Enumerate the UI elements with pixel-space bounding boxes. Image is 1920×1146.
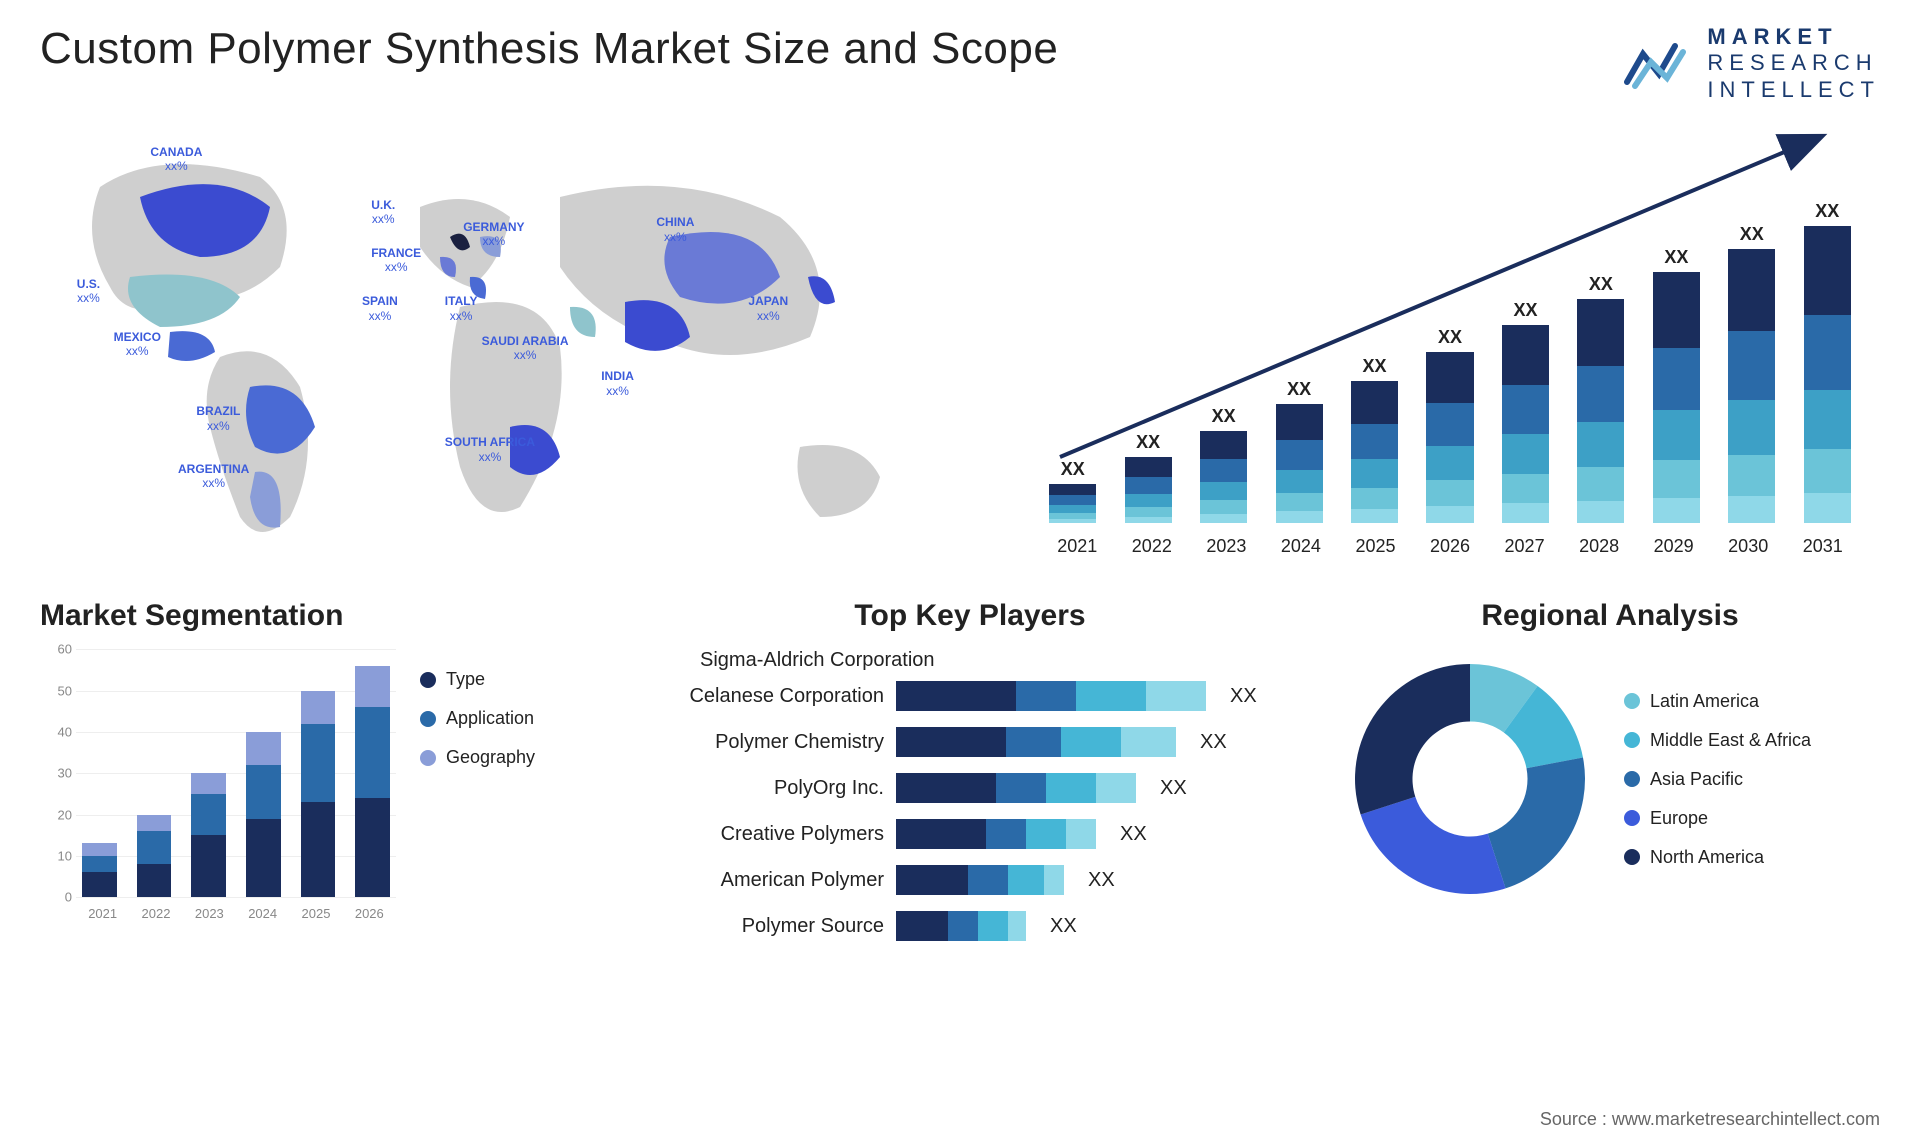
hero-year-label: 2023 (1189, 536, 1264, 557)
hero-bar: XX (1115, 432, 1180, 523)
donut-segment (1488, 758, 1585, 889)
seg-ytick: 10 (58, 848, 72, 863)
segmentation-legend: Type Application Geography (420, 649, 600, 929)
seg-year-label: 2022 (129, 906, 182, 921)
seg-year-label: 2023 (183, 906, 236, 921)
map-country-label: INDIAxx% (601, 369, 634, 398)
map-country-label: FRANCExx% (371, 246, 421, 275)
map-country-label: CANADAxx% (150, 145, 202, 174)
legend-item: Asia Pacific (1624, 769, 1811, 790)
hero-bar: XX (1417, 327, 1482, 524)
legend-item: Type (420, 669, 600, 690)
logo-line2: RESEARCH (1707, 50, 1880, 76)
seg-bar (185, 773, 232, 897)
legend-item: Geography (420, 747, 600, 768)
seg-year-label: 2021 (76, 906, 129, 921)
segmentation-title: Market Segmentation (40, 599, 600, 633)
map-country-label: U.K.xx% (371, 198, 395, 227)
page-title: Custom Polymer Synthesis Market Size and… (40, 24, 1058, 74)
hero-bar: XX (1040, 459, 1105, 524)
players-title: Top Key Players (640, 599, 1300, 633)
hero-bar: XX (1191, 406, 1256, 523)
player-row: Polymer SourceXX (644, 906, 1300, 946)
hero-year-label: 2031 (1785, 536, 1860, 557)
seg-ytick: 0 (65, 890, 72, 905)
world-map-panel: CANADAxx% U.S.xx% MEXICOxx% BRAZILxx% ARGENT… (40, 127, 960, 567)
map-country-label: MEXICOxx% (114, 330, 161, 359)
legend-item: Middle East & Africa (1624, 730, 1811, 751)
seg-ytick: 60 (58, 642, 72, 657)
hero-bar: XX (1266, 379, 1331, 523)
player-row: Polymer ChemistryXX (644, 722, 1300, 762)
hero-bar-chart: XXXXXXXXXXXXXXXXXXXXXX 20212022202320242… (1000, 127, 1880, 567)
hero-year-label: 2021 (1040, 536, 1115, 557)
regional-legend: Latin America Middle East & Africa Asia Pa… (1624, 691, 1811, 868)
seg-ytick: 40 (58, 724, 72, 739)
seg-year-label: 2024 (236, 906, 289, 921)
player-row: American PolymerXX (644, 860, 1300, 900)
legend-item: Application (420, 708, 600, 729)
map-country-label: ITALYxx% (445, 294, 478, 323)
hero-year-label: 2027 (1487, 536, 1562, 557)
regional-donut-chart (1340, 649, 1600, 909)
map-country-label: GERMANYxx% (463, 220, 524, 249)
logo-icon (1623, 34, 1695, 94)
seg-year-label: 2026 (343, 906, 396, 921)
map-country-label: SOUTH AFRICAxx% (445, 435, 535, 464)
logo-line3: INTELLECT (1707, 77, 1880, 103)
seg-bar (295, 691, 342, 898)
hero-year-label: 2026 (1413, 536, 1488, 557)
hero-year-label: 2028 (1562, 536, 1637, 557)
segmentation-panel: Market Segmentation 0102030405060 202120… (40, 599, 600, 946)
segmentation-chart: 0102030405060 202120222023202420252026 (40, 649, 396, 929)
donut-segment (1355, 664, 1470, 815)
seg-ytick: 30 (58, 766, 72, 781)
key-players-panel: Top Key Players Sigma-Aldrich Corporatio… (640, 599, 1300, 946)
hero-bar: XX (1644, 247, 1709, 523)
seg-ytick: 20 (58, 807, 72, 822)
map-country-label: BRAZILxx% (196, 404, 240, 433)
hero-bar: XX (1568, 274, 1633, 523)
map-country-label: SAUDI ARABIAxx% (482, 334, 569, 363)
regional-title: Regional Analysis (1340, 599, 1880, 633)
hero-year-label: 2025 (1338, 536, 1413, 557)
legend-item: Europe (1624, 808, 1811, 829)
hero-year-label: 2024 (1264, 536, 1339, 557)
brand-logo: MARKET RESEARCH INTELLECT (1623, 24, 1880, 103)
hero-bar: XX (1493, 300, 1558, 523)
seg-bar (131, 815, 178, 898)
seg-year-label: 2025 (289, 906, 342, 921)
player-row: Creative PolymersXX (644, 814, 1300, 854)
players-header: Sigma-Aldrich Corporation (640, 649, 1300, 672)
map-country-label: ARGENTINAxx% (178, 462, 249, 491)
hero-bar: XX (1342, 356, 1407, 523)
donut-segment (1361, 797, 1506, 894)
seg-bar (76, 843, 123, 897)
hero-bar: XX (1719, 224, 1784, 523)
seg-bar (349, 666, 396, 897)
map-country-label: CHINAxx% (656, 215, 694, 244)
seg-ytick: 50 (58, 683, 72, 698)
map-country-label: SPAINxx% (362, 294, 398, 323)
hero-year-label: 2022 (1115, 536, 1190, 557)
legend-item: North America (1624, 847, 1811, 868)
player-row: Celanese CorporationXX (644, 676, 1300, 716)
hero-year-label: 2029 (1636, 536, 1711, 557)
seg-bar (240, 732, 287, 897)
hero-year-label: 2030 (1711, 536, 1786, 557)
regional-panel: Regional Analysis Latin America Middle Ea… (1340, 599, 1880, 946)
hero-bar: XX (1795, 201, 1860, 523)
player-row: PolyOrg Inc.XX (644, 768, 1300, 808)
map-country-label: JAPANxx% (748, 294, 788, 323)
source-footer: Source : www.marketresearchintellect.com (1540, 1109, 1880, 1130)
map-country-label: U.S.xx% (77, 277, 100, 306)
legend-item: Latin America (1624, 691, 1811, 712)
logo-line1: MARKET (1707, 24, 1880, 50)
